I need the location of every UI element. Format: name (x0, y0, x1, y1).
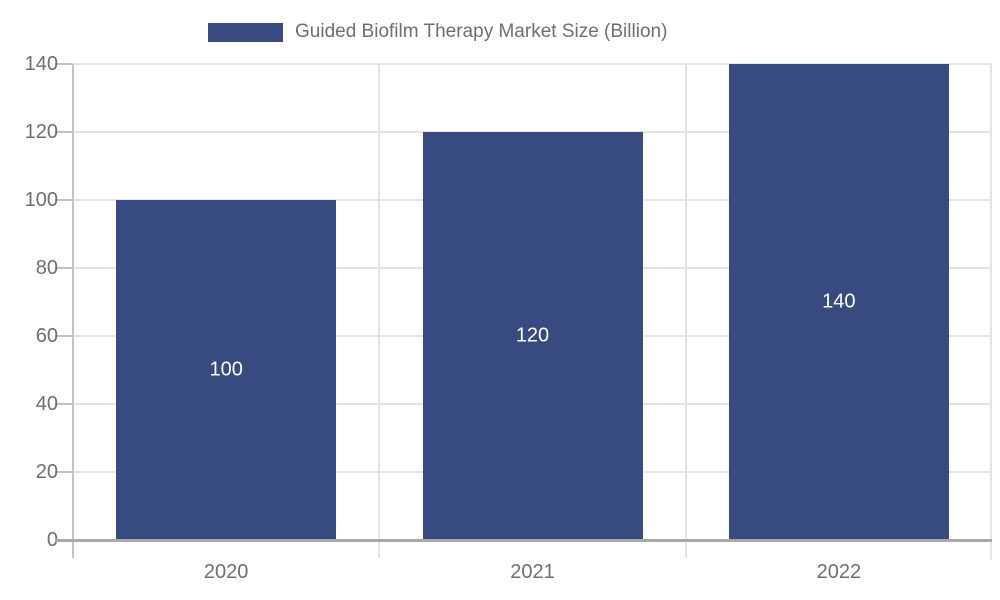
y-tick-label: 80 (35, 257, 58, 279)
y-axis-line (72, 64, 74, 558)
y-tick-label: 140 (24, 53, 58, 75)
x-tick-label: 2022 (816, 561, 862, 583)
bar-value-label: 120 (515, 324, 550, 347)
y-tick-mark (55, 63, 73, 65)
bar (116, 200, 337, 540)
legend-label: Guided Biofilm Therapy Market Size (Bill… (295, 21, 668, 42)
y-tick-mark (55, 199, 73, 201)
y-tick-mark (55, 267, 73, 269)
y-tick-label: 60 (35, 325, 58, 347)
y-tick-label: 120 (24, 121, 58, 143)
gridline-x-boundary (684, 64, 687, 558)
y-tick-mark (55, 335, 73, 337)
y-tick-mark (55, 403, 73, 405)
y-tick-label: 20 (35, 461, 58, 483)
y-tick-label: 40 (35, 393, 58, 415)
y-tick-mark (55, 131, 73, 133)
legend: Guided Biofilm Therapy Market Size (Bill… (208, 21, 667, 43)
x-tick-label: 2020 (203, 561, 249, 583)
y-tick-label: 100 (24, 189, 58, 211)
x-tick-label: 2021 (510, 561, 555, 583)
bar-value-label: 100 (209, 358, 243, 381)
bar-value-label: 140 (822, 290, 856, 313)
plot-right-border (990, 64, 992, 560)
bar (728, 64, 949, 540)
y-tick-mark (55, 471, 73, 473)
bar (422, 132, 643, 540)
gridline-y (73, 63, 992, 65)
y-tick-label: 0 (46, 529, 58, 551)
gridline-x-boundary (378, 64, 381, 558)
legend-swatch (208, 22, 283, 42)
x-axis-line (55, 539, 992, 542)
